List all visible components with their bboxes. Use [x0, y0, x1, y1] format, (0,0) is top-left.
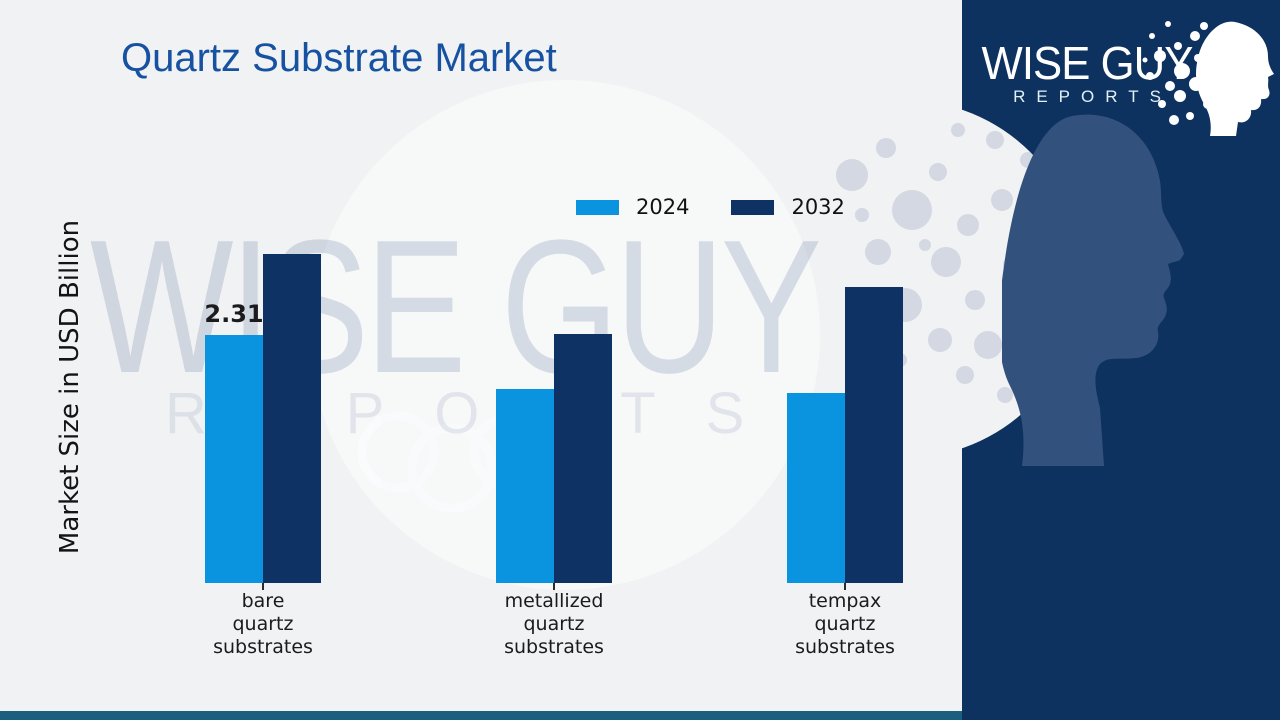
category-label: metallized quartz substrates	[504, 590, 604, 658]
brand-logo-reports: REPORTS	[1013, 87, 1172, 106]
bar-2032-bare-quartz-substrates	[263, 254, 321, 583]
face-profile-dots-icon	[1142, 21, 1274, 137]
bar-2024-bare-quartz-substrates	[205, 335, 263, 583]
category-label: tempax quartz substrates	[795, 590, 895, 658]
legend-label-2024: 2024	[636, 195, 690, 219]
category-label: bare quartz substrates	[213, 590, 313, 658]
page-title: Quartz Substrate Market	[121, 36, 557, 80]
bar-2032-metallized-quartz-substrates	[554, 334, 612, 583]
face-profile-watermark	[1002, 114, 1184, 466]
brand-logo: WISE GUY REPORTS	[962, 0, 1280, 170]
bar-2032-tempax-quartz-substrates	[845, 287, 903, 583]
brand-logo-name: WISE GUY	[981, 37, 1194, 89]
legend-label-2032: 2032	[791, 195, 845, 219]
x-axis-tick	[262, 583, 264, 590]
bottom-accent-bar	[0, 711, 962, 720]
x-axis-tick	[553, 583, 555, 590]
x-axis-tick	[844, 583, 846, 590]
bar-value-label: 2.31	[204, 300, 264, 328]
bar-2024-metallized-quartz-substrates	[496, 389, 554, 583]
legend: 2024 2032	[576, 194, 845, 220]
legend-swatch-2024	[576, 199, 619, 215]
legend-swatch-2032	[731, 199, 775, 215]
bar-2024-tempax-quartz-substrates	[787, 393, 845, 583]
